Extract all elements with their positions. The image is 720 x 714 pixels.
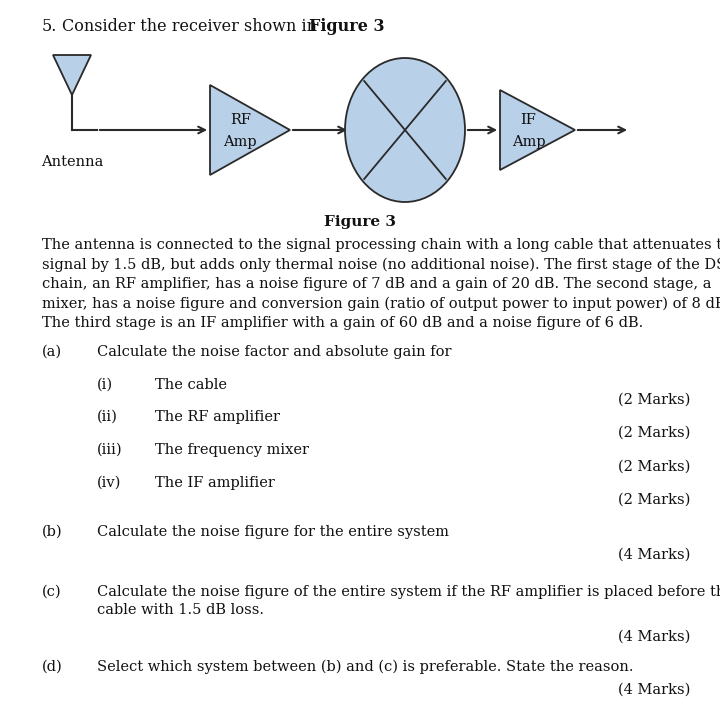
Text: The RF amplifier: The RF amplifier [155, 410, 280, 424]
Text: Figure 3: Figure 3 [324, 215, 396, 229]
Text: The antenna is connected to the signal processing chain with a long cable that a: The antenna is connected to the signal p… [42, 238, 720, 252]
Text: (ii): (ii) [97, 410, 118, 424]
Text: Calculate the noise factor and absolute gain for: Calculate the noise factor and absolute … [97, 345, 451, 359]
Text: (2 Marks): (2 Marks) [618, 426, 690, 440]
Text: (4 Marks): (4 Marks) [618, 548, 690, 562]
Text: (d): (d) [42, 660, 63, 674]
Text: (iv): (iv) [97, 476, 122, 490]
Text: (4 Marks): (4 Marks) [618, 683, 690, 697]
Text: Calculate the noise figure for the entire system: Calculate the noise figure for the entir… [97, 525, 449, 539]
Text: RF: RF [230, 113, 251, 127]
Text: Figure 3: Figure 3 [309, 18, 384, 35]
Text: Select which system between (b) and (c) is preferable. State the reason.: Select which system between (b) and (c) … [97, 660, 634, 675]
Text: The IF amplifier: The IF amplifier [155, 476, 275, 490]
Text: Amp: Amp [512, 135, 545, 149]
Text: (b): (b) [42, 525, 63, 539]
Text: (2 Marks): (2 Marks) [618, 393, 690, 407]
Text: cable with 1.5 dB loss.: cable with 1.5 dB loss. [97, 603, 264, 617]
Text: (4 Marks): (4 Marks) [618, 630, 690, 644]
Text: Calculate the noise figure of the entire system if the RF amplifier is placed be: Calculate the noise figure of the entire… [97, 585, 720, 599]
Text: The frequency mixer: The frequency mixer [155, 443, 309, 457]
Text: (2 Marks): (2 Marks) [618, 493, 690, 507]
Polygon shape [500, 90, 575, 170]
Text: .: . [359, 18, 364, 35]
Polygon shape [210, 85, 290, 175]
Text: mixer, has a noise figure and conversion gain (ratio of output power to input po: mixer, has a noise figure and conversion… [42, 296, 720, 311]
Ellipse shape [345, 58, 465, 202]
Text: chain, an RF amplifier, has a noise figure of 7 dB and a gain of 20 dB. The seco: chain, an RF amplifier, has a noise figu… [42, 277, 711, 291]
Text: (2 Marks): (2 Marks) [618, 460, 690, 474]
Polygon shape [53, 55, 91, 95]
Text: signal by 1.5 dB, but adds only thermal noise (no additional noise). The first s: signal by 1.5 dB, but adds only thermal … [42, 258, 720, 272]
Text: The cable: The cable [155, 378, 227, 392]
Text: The third stage is an IF amplifier with a gain of 60 dB and a noise figure of 6 : The third stage is an IF amplifier with … [42, 316, 643, 330]
Text: Antenna: Antenna [41, 155, 103, 169]
Text: (c): (c) [42, 585, 62, 599]
Text: (i): (i) [97, 378, 113, 392]
Text: (iii): (iii) [97, 443, 122, 457]
Text: Consider the receiver shown in: Consider the receiver shown in [62, 18, 322, 35]
Text: IF: IF [521, 113, 536, 127]
Text: Amp: Amp [224, 135, 257, 149]
Text: 5.: 5. [42, 18, 58, 35]
Text: (a): (a) [42, 345, 62, 359]
